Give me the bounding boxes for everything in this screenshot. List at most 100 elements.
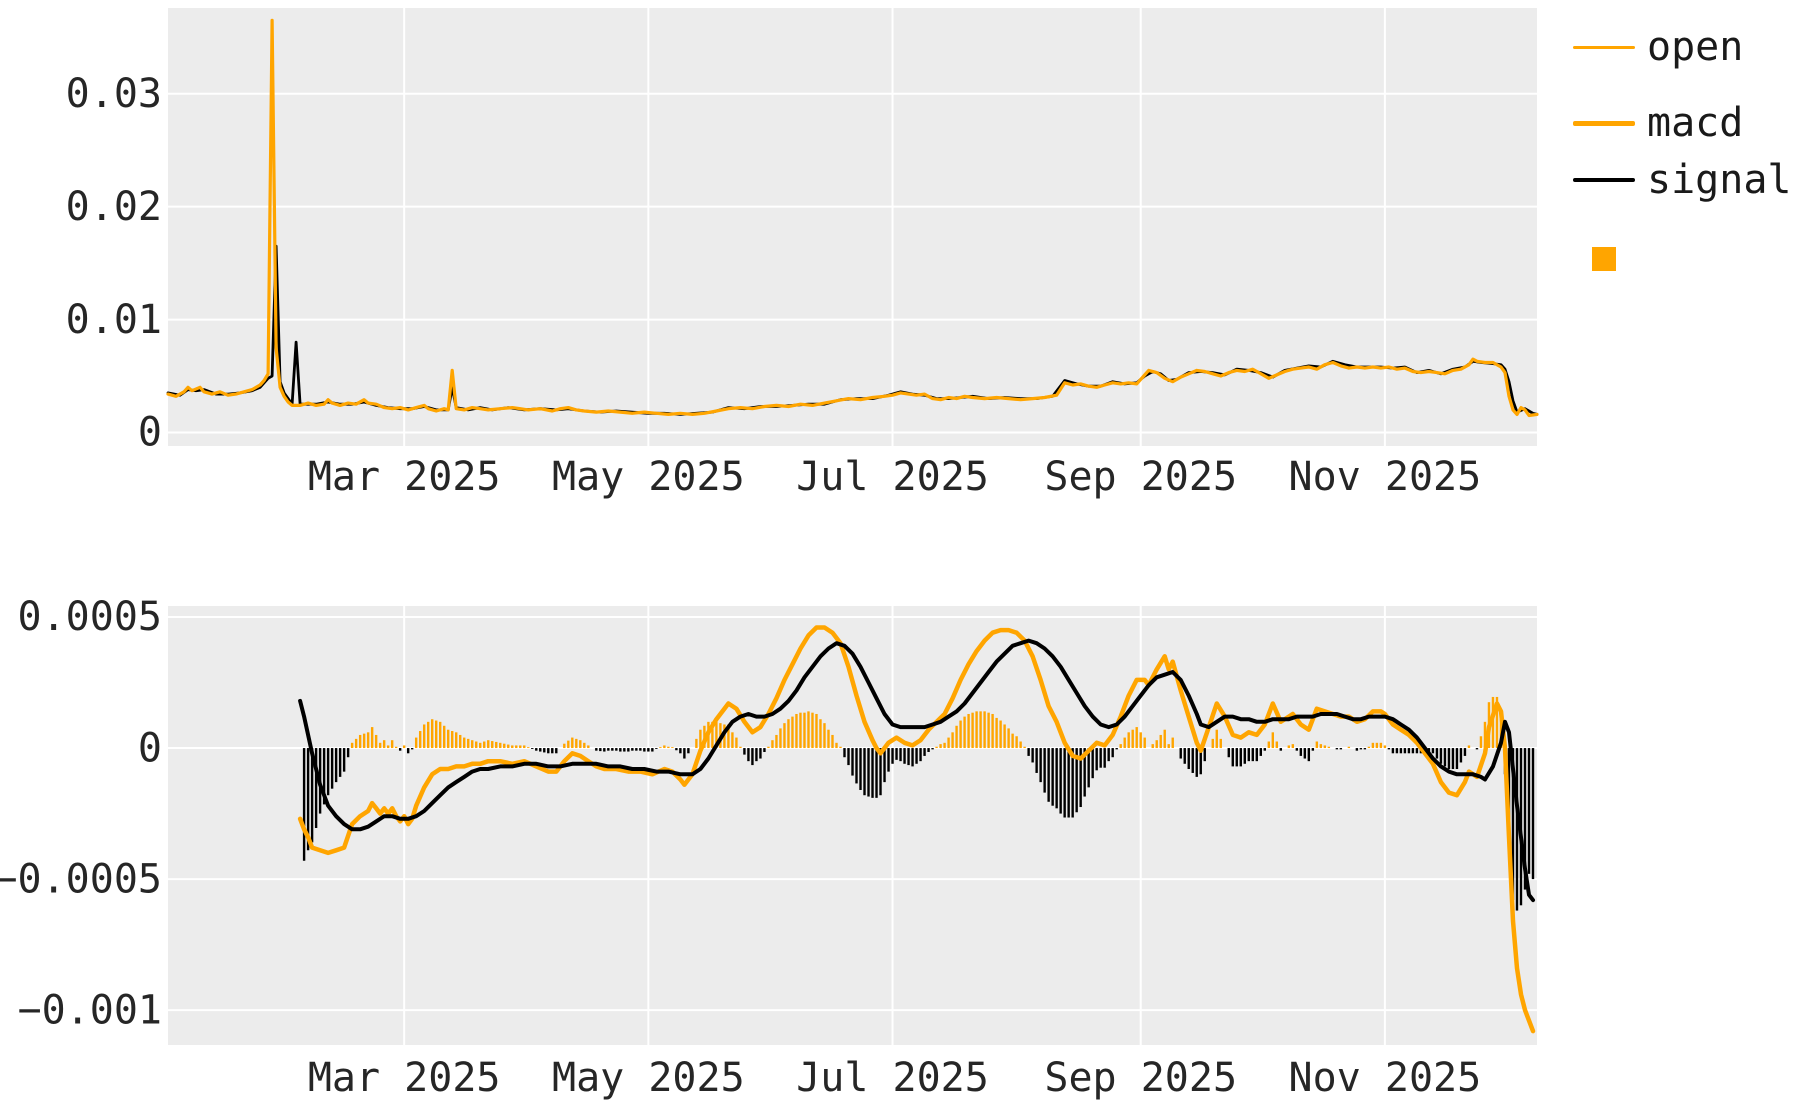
signal-line [298,638,1535,903]
legend: open macd signal [1573,0,1800,300]
histogram-bar [507,744,510,749]
histogram-bar [1035,748,1038,773]
histogram-bar [991,713,994,749]
histogram-bar [475,741,478,749]
histogram-bar [955,725,958,749]
legend-item-signal: signal [1573,157,1792,203]
histogram-bar [467,738,470,749]
histogram-bar [1031,748,1034,763]
histogram-bar [1119,744,1122,749]
histogram-bar [1075,748,1078,813]
histogram-bar [1059,748,1062,814]
histogram-bar [763,748,766,752]
histogram-bar [999,720,1002,749]
histogram-bar [659,747,662,749]
histogram-bar [1483,721,1487,749]
y-tick-label: 0.02 [66,184,162,230]
histogram-bar [767,746,770,749]
histogram-bar [967,713,970,749]
histogram-bar [811,712,814,749]
histogram-bar [1019,741,1022,749]
histogram-bar [563,743,566,749]
histogram-bar [1167,744,1170,749]
histogram-bar [635,748,638,751]
histogram-bar [923,748,926,756]
histogram-bar [683,748,686,759]
y-tick-label: 0.0005 [18,594,163,640]
histogram-bar [1139,732,1142,749]
histogram-bar [1315,741,1319,749]
macd-line-swatch [1573,120,1635,126]
price-panel: 0 0.01 0.02 0.03 Mar 2025 May 2025 Jul 2025 Sep… [66,8,1539,500]
histogram-bar [499,742,502,749]
histogram-bar [815,713,818,749]
histogram-bar [1179,748,1182,759]
histogram-bar [983,711,986,749]
histogram-bar [1531,748,1535,880]
x-tick-label: Jul 2025 [796,454,989,500]
histogram-bar [1215,729,1218,749]
open-line-swatch [1573,45,1635,49]
histogram-bar [1187,748,1190,770]
histogram-bar [1443,748,1447,767]
y-tick-label: −0.0005 [0,856,162,902]
histogram-bar [1143,737,1146,749]
histogram-bar [735,737,738,749]
legend-item-macd: macd [1573,100,1744,146]
histogram-bar [1195,748,1198,777]
histogram-bar [487,740,490,749]
x-tick-label: Sep 2025 [1044,454,1237,500]
histogram-bar [1255,748,1258,762]
histogram-bar [1083,748,1086,797]
histogram-bar [1023,746,1026,749]
histogram-bar [374,734,378,749]
legend-label-macd: macd [1647,100,1744,146]
histogram-bar [1183,748,1186,764]
histogram-bar [1447,748,1451,770]
x-tick-label: May 2025 [552,454,745,500]
histogram-bar [523,745,526,749]
histogram-bar [495,741,498,749]
histogram-bar [911,748,914,767]
histogram-bar [803,712,806,749]
histogram-bar [1387,748,1391,750]
histogram-bar [1067,748,1070,818]
histogram-bar [1123,737,1126,749]
histogram-bar [695,738,698,749]
histogram-bar [1091,748,1094,779]
histogram-bar [531,748,534,749]
histogram-bar [1243,748,1246,764]
histogram-bar [1291,744,1295,749]
histogram-bar [1155,740,1158,749]
histogram-bar [447,729,450,749]
histogram-bar [330,748,334,789]
histogram-bar [1395,748,1399,754]
histogram-bar [1339,748,1343,750]
histogram-bar [358,734,362,749]
histogram-bar [1299,748,1303,756]
histogram-bar [715,721,718,749]
histogram-bar [434,720,438,749]
x-tick-label: Mar 2025 [308,454,501,500]
histogram-bar [819,719,822,749]
histogram-bar [639,748,642,751]
histogram-bar [619,748,622,752]
histogram-bar [543,748,546,753]
histogram-bar [479,742,482,749]
histogram-bar [943,742,946,749]
histogram-bar [759,748,762,759]
histogram-bar [907,748,910,766]
histogram-bar [463,737,466,749]
histogram-bar [1295,748,1299,751]
histogram-bar [1375,742,1379,749]
histogram-bar [599,748,602,752]
histogram-bar [1523,748,1527,890]
histogram-bar [511,745,514,749]
histogram-bar [795,713,798,749]
histogram-bar [406,748,410,754]
histogram-bar [1011,733,1014,749]
histogram-bar [418,731,422,749]
histogram-bar [799,712,802,749]
histogram-bar [362,733,366,749]
histogram-bar [571,737,574,749]
